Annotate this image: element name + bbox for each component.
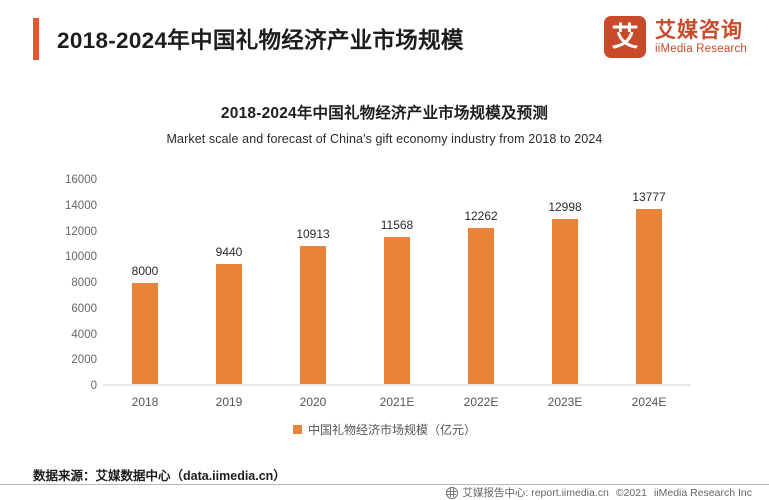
- bar-slot: 12998: [523, 180, 607, 386]
- bar-value-label: 10913: [296, 226, 330, 241]
- y-axis-tick: 6000: [71, 302, 97, 315]
- x-axis-tick: 2024E: [631, 395, 667, 409]
- page-footer: 艾媒报告中心: report.iimedia.cn ©2021 iiMedia Re…: [0, 485, 769, 500]
- logo-name-en: iiMedia Research: [654, 42, 747, 55]
- header-accent-bar: [33, 18, 39, 60]
- chart-legend: 中国礼物经济市场规模（亿元）: [0, 421, 769, 438]
- x-axis-tick: 2022E: [463, 395, 499, 409]
- y-axis-tick: 10000: [65, 251, 97, 264]
- data-source-text: 数据来源：艾媒数据中心（data.iimedia.cn）: [33, 469, 286, 483]
- x-axis-labels: 2018 2019 2020 2021E 2022E 2023E 2024E: [103, 395, 691, 409]
- y-axis-tick: 4000: [71, 328, 97, 341]
- globe-icon: [446, 486, 459, 499]
- y-axis-labels: 0 2000 4000 6000 8000 10000 12000 14000 16000: [55, 172, 97, 392]
- x-axis-tick: 2019: [215, 395, 243, 409]
- bar[interactable]: [384, 237, 410, 386]
- brand-logo: 艾 艾媒咨询 iiMedia Research: [603, 16, 747, 58]
- bar[interactable]: [636, 208, 662, 386]
- footer-report-center: 艾媒报告中心: report.iimedia.cn: [462, 487, 609, 499]
- footer-company: iiMedia Research Inc: [653, 487, 752, 499]
- bar-value-label: 11568: [380, 218, 414, 233]
- chart-plot-area: 8000 9440 10913 11568 12262 12998 13777: [103, 180, 691, 386]
- footer-copyright: ©2021: [615, 487, 647, 499]
- logo-text: 艾媒咨询 iiMedia Research: [655, 19, 747, 56]
- y-axis-tick: 16000: [65, 174, 97, 186]
- footer-divider: [0, 484, 769, 485]
- bar[interactable]: [552, 218, 578, 386]
- y-axis-tick: 12000: [65, 225, 97, 238]
- chart-subtitle: Market scale and forecast of China's gif…: [166, 132, 603, 146]
- bar[interactable]: [468, 228, 494, 386]
- bar-slot: 8000: [103, 180, 187, 386]
- x-axis-baseline: [103, 384, 691, 386]
- bar-series: 8000 9440 10913 11568 12262 12998 13777: [103, 180, 691, 386]
- bar-slot: 12262: [439, 180, 523, 386]
- legend-label: 中国礼物经济市场规模（亿元）: [307, 423, 476, 437]
- page-title: 2018-2024年中国礼物经济产业市场规模: [57, 28, 464, 53]
- bar-slot: 9440: [187, 180, 271, 386]
- legend-swatch-icon: [292, 425, 302, 434]
- bar-slot: 11568: [355, 180, 439, 386]
- bar[interactable]: [216, 264, 242, 386]
- bar[interactable]: [300, 245, 326, 386]
- x-axis-tick: 2023E: [547, 395, 583, 409]
- bar-value-label: 12262: [464, 209, 498, 224]
- x-axis-tick: 2018: [131, 395, 159, 409]
- bar-slot: 13777: [607, 180, 691, 386]
- y-axis-tick: 8000: [71, 277, 97, 289]
- bar[interactable]: [132, 283, 158, 386]
- x-axis-tick: 2020: [299, 395, 327, 409]
- logo-mark-icon: 艾: [603, 16, 646, 58]
- page-header: 2018-2024年中国礼物经济产业市场规模: [0, 0, 769, 78]
- bar-value-label: 12998: [548, 199, 582, 214]
- bar-value-label: 9440: [215, 245, 243, 260]
- y-axis-tick: 2000: [71, 354, 97, 367]
- y-axis-tick: 0: [90, 380, 97, 392]
- y-axis-tick: 14000: [65, 199, 97, 212]
- x-axis-tick: 2021E: [379, 395, 415, 409]
- chart-title: 2018-2024年中国礼物经济产业市场规模及预测: [220, 105, 549, 122]
- bar-slot: 10913: [271, 180, 355, 386]
- logo-name-cn: 艾媒咨询: [654, 18, 743, 42]
- bar-value-label: 8000: [131, 264, 159, 278]
- bar-value-label: 13777: [632, 189, 666, 204]
- footer-text: 艾媒报告中心: report.iimedia.cn ©2021 iiMedia Re…: [462, 485, 759, 500]
